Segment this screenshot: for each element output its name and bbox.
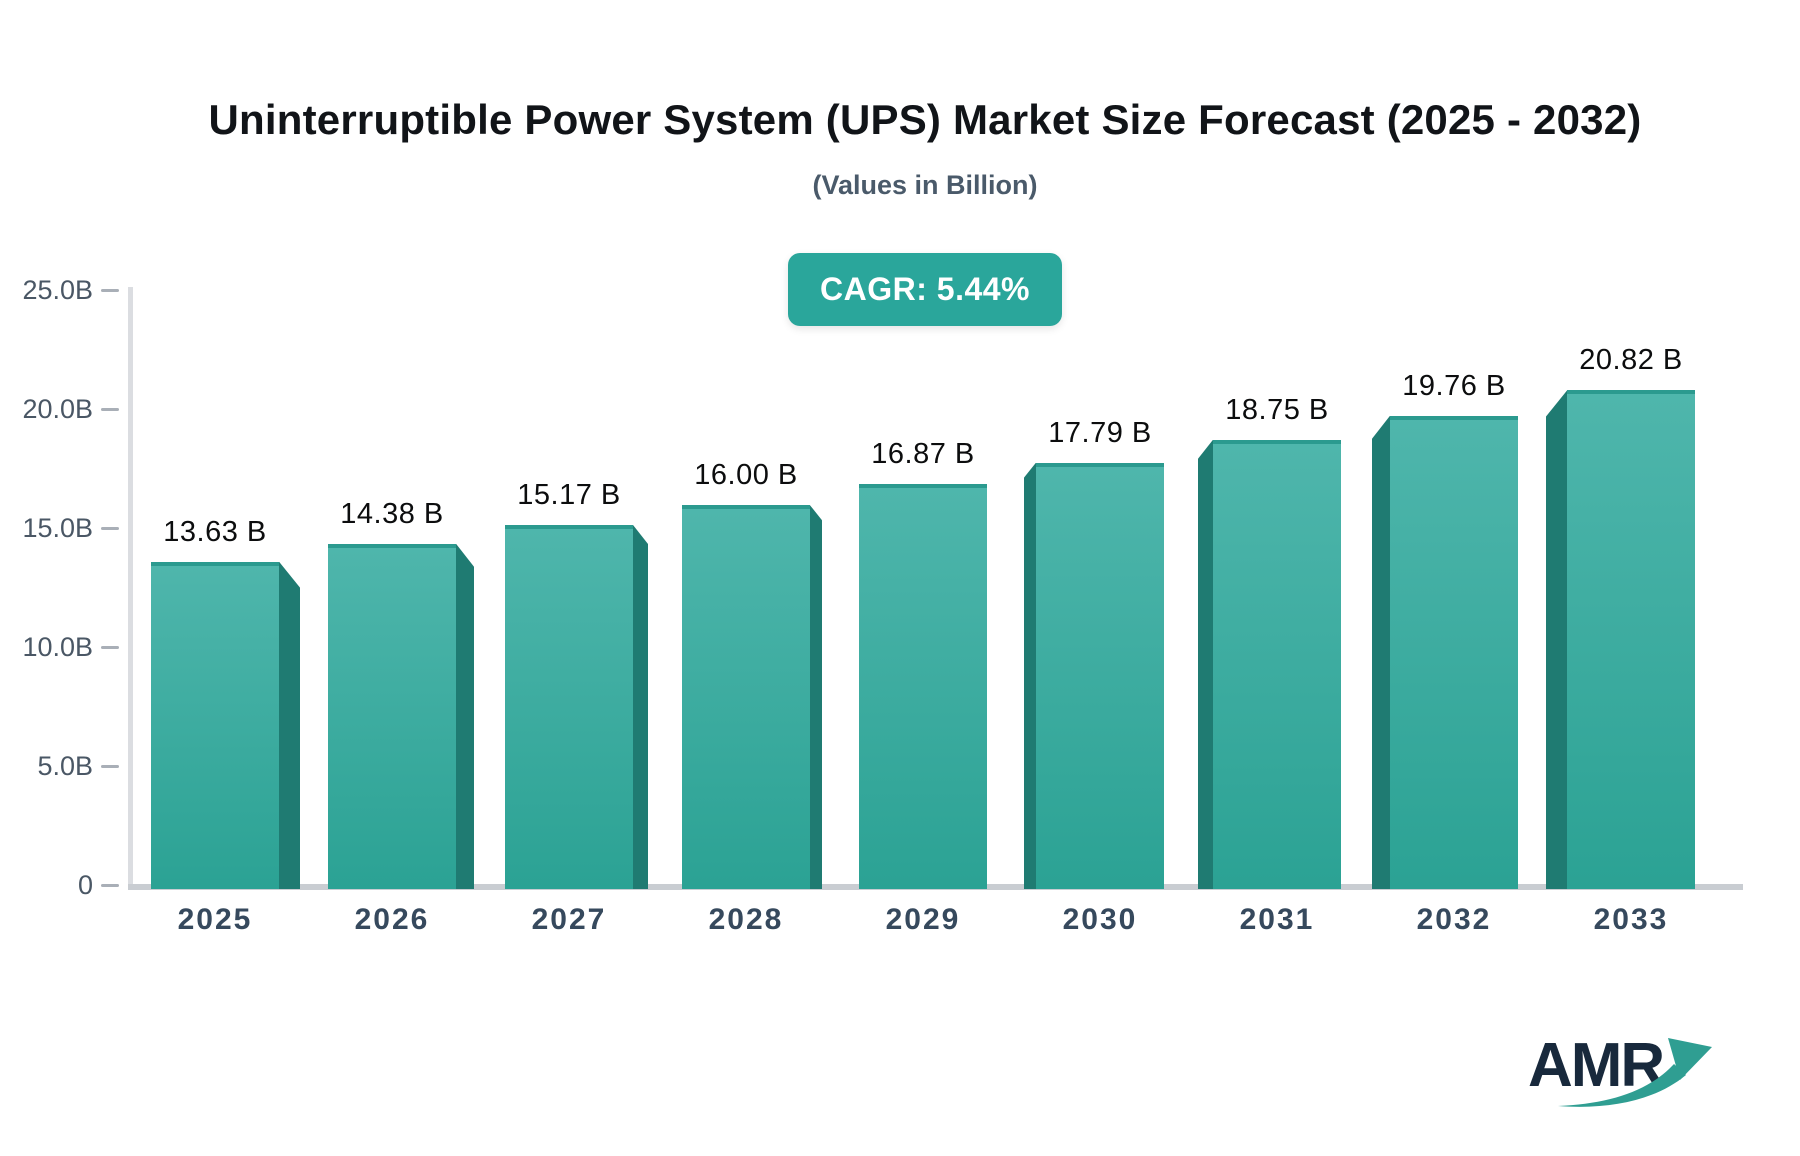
- x-axis-label: 2030: [1062, 903, 1138, 936]
- y-tick-label: 10.0B: [22, 632, 93, 662]
- x-axis-label: 2031: [1239, 903, 1315, 936]
- y-tick-label: 5.0B: [37, 751, 93, 781]
- x-axis-label: 2027: [531, 903, 607, 936]
- bar-side-face: [633, 524, 648, 889]
- bar-top-edge: [859, 484, 987, 489]
- bar-top-edge: [1213, 439, 1341, 444]
- bar-value-label: 14.38 B: [340, 497, 444, 530]
- bar: [328, 543, 456, 889]
- bar-top-edge: [505, 524, 633, 529]
- y-tick-label: 0: [77, 870, 93, 900]
- bar-value-label: 19.76 B: [1402, 369, 1506, 402]
- bar-top-edge: [1567, 390, 1695, 395]
- bar: [151, 561, 279, 889]
- bar-value-label: 17.79 B: [1048, 416, 1152, 449]
- y-tick-mark: [101, 765, 119, 768]
- y-axis-line: [128, 287, 133, 890]
- chart-title: Uninterruptible Power System (UPS) Marke…: [208, 96, 1642, 143]
- y-tick-mark: [101, 527, 119, 530]
- x-axis-label: 2029: [885, 903, 961, 936]
- x-axis-label: 2026: [354, 903, 430, 936]
- bar-top-edge: [151, 561, 279, 566]
- bar: [682, 505, 810, 889]
- bar: [1213, 439, 1341, 889]
- bar-top-edge: [682, 505, 810, 510]
- x-axis-label: 2032: [1416, 903, 1492, 936]
- y-tick-mark: [101, 408, 119, 411]
- bar-top-edge: [1390, 415, 1518, 420]
- bar-side-face: [1372, 415, 1390, 889]
- y-tick-mark: [101, 289, 119, 292]
- bar-side-face: [279, 561, 300, 889]
- bar-top-edge: [328, 543, 456, 548]
- cagr-badge: CAGR: 5.44%: [788, 253, 1062, 326]
- bar-value-label: 16.87 B: [871, 438, 975, 471]
- y-tick-label: 25.0B: [22, 275, 93, 305]
- bar-top-edge: [1036, 462, 1164, 467]
- bar-value-label: 20.82 B: [1579, 344, 1683, 377]
- y-tick-label: 15.0B: [22, 513, 93, 543]
- bar: [1567, 390, 1695, 889]
- bar-value-label: 18.75 B: [1225, 393, 1329, 426]
- growth-arrow-icon: [1558, 1038, 1712, 1107]
- bar-side-face: [456, 543, 474, 889]
- x-axis-label: 2033: [1593, 903, 1669, 936]
- bar-side-face: [1546, 390, 1567, 889]
- x-axis-label: 2028: [708, 903, 784, 936]
- bar: [859, 484, 987, 889]
- y-tick-mark: [101, 646, 119, 649]
- bar-side-face: [1198, 439, 1213, 889]
- x-axis-label: 2025: [177, 903, 253, 936]
- bar-side-face: [810, 505, 822, 889]
- bar-side-face: [1024, 462, 1036, 889]
- bar: [1036, 462, 1164, 889]
- bar-value-label: 15.17 B: [517, 478, 621, 511]
- y-tick-mark: [101, 884, 119, 887]
- y-tick-label: 20.0B: [22, 394, 93, 424]
- bar: [1390, 415, 1518, 889]
- bar: [505, 524, 633, 889]
- amr-logo: AMR: [1528, 1030, 1738, 1120]
- cagr-badge-label: CAGR: 5.44%: [820, 271, 1030, 307]
- bar-value-label: 13.63 B: [163, 515, 267, 548]
- chart-subtitle: (Values in Billion): [812, 170, 1038, 200]
- bar-value-label: 16.00 B: [694, 459, 798, 492]
